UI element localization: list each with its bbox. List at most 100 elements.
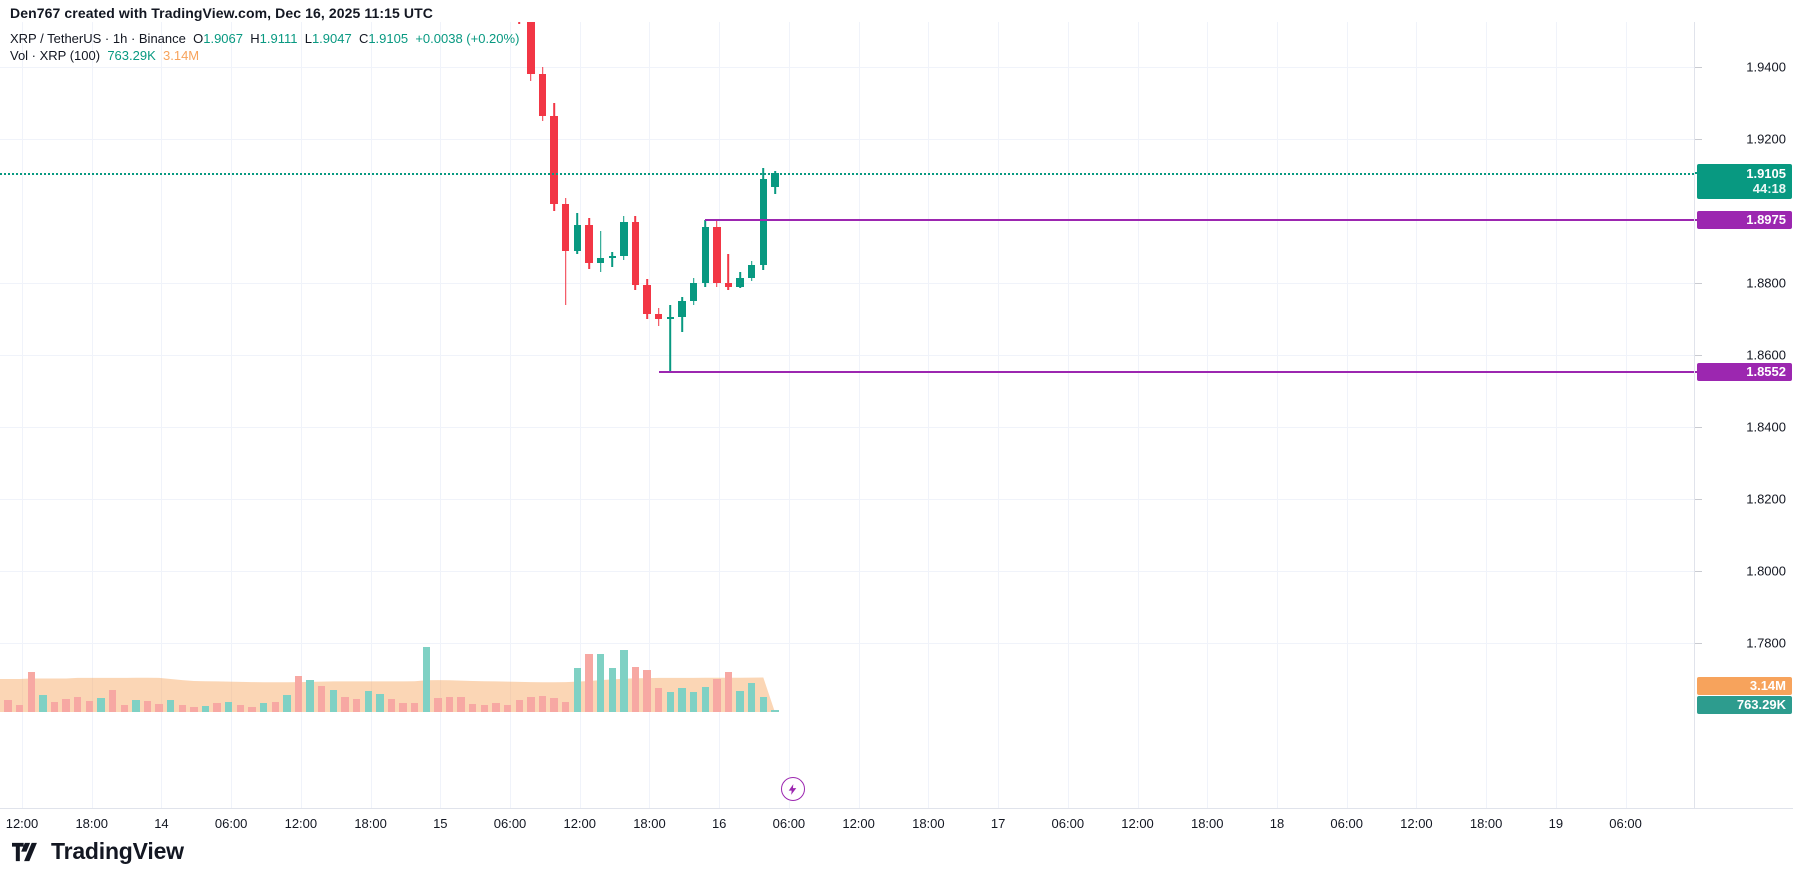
candle-body xyxy=(550,115,558,204)
candle-body xyxy=(747,264,756,278)
gridline-horizontal xyxy=(0,67,1694,68)
candle-body xyxy=(620,221,628,256)
last-price-countdown: 44:18 xyxy=(1752,181,1786,197)
gridline-vertical xyxy=(789,22,790,808)
volume-bar xyxy=(434,697,442,712)
volume-bar xyxy=(515,700,523,712)
volume-bar xyxy=(666,692,675,712)
volume-bar xyxy=(469,703,477,712)
volume-bar xyxy=(329,690,338,712)
volume-bar xyxy=(143,701,152,712)
volume-bar xyxy=(39,694,47,712)
candle-body xyxy=(689,282,698,301)
chart-frame: XRP / TetherUS · 1h · Binance O1.9067 H1… xyxy=(0,0,1793,808)
volume-bar xyxy=(306,679,314,712)
time-axis[interactable]: 12:00 18:00 14 06:00 12:00 18:00 15 06:00 12:00 1… xyxy=(0,808,1793,837)
candle-wick xyxy=(611,252,614,267)
volume-bar xyxy=(620,650,628,712)
candlestick xyxy=(527,22,535,82)
gridline-vertical xyxy=(1277,22,1278,808)
volume-bar xyxy=(399,703,407,712)
volume-bar xyxy=(550,697,558,712)
volume-bar xyxy=(364,690,372,712)
volume-bar xyxy=(132,699,140,712)
price-axis-label: 1.7800 xyxy=(1746,635,1786,651)
volume-bar xyxy=(492,702,500,712)
time-axis-label: 19 xyxy=(1548,816,1564,831)
volume-bar xyxy=(596,653,605,712)
gridline-vertical xyxy=(510,22,511,808)
gridline-vertical xyxy=(92,22,93,808)
price-axis-label: 1.8600 xyxy=(1746,347,1786,363)
gridline-vertical xyxy=(1207,22,1208,808)
volume-bar xyxy=(352,699,361,712)
candle-wick xyxy=(518,22,521,24)
tradingview-mark-icon xyxy=(12,842,37,861)
candle-body xyxy=(608,255,616,258)
horizontal-price-line[interactable] xyxy=(658,371,1694,374)
volume-bar xyxy=(759,697,767,712)
candle-body xyxy=(573,225,582,251)
candle-wick xyxy=(564,198,567,305)
price-axis[interactable]: 2.04002.02002.00001.98001.96001.94001.92… xyxy=(1694,0,1793,808)
candlestick xyxy=(620,216,628,260)
volume-bar xyxy=(166,700,175,712)
volume-bar xyxy=(225,701,233,712)
volume-bar xyxy=(283,694,291,712)
candle-wick xyxy=(727,254,730,291)
plot-area[interactable] xyxy=(0,22,1694,808)
time-axis-label: 12:00 xyxy=(563,816,597,831)
gridline-vertical xyxy=(301,22,302,808)
tradingview-logo: TradingView xyxy=(12,838,184,865)
candlestick xyxy=(585,218,593,269)
candle-body xyxy=(527,22,535,75)
candlestick xyxy=(678,297,686,332)
volume-bar xyxy=(713,679,721,712)
last-price-badge[interactable]: 1.9105 44:18 xyxy=(1697,164,1792,200)
gridline-horizontal xyxy=(0,643,1694,644)
time-axis-label: 18:00 xyxy=(912,816,945,831)
time-axis-label: 06:00 xyxy=(1609,816,1642,831)
volume-bar xyxy=(503,705,512,712)
volume-bar xyxy=(480,705,489,712)
volume-bar xyxy=(701,686,709,712)
candle-body xyxy=(562,203,570,251)
volume-bar xyxy=(736,691,744,712)
support-line-badge[interactable]: 1.8552 xyxy=(1697,363,1792,382)
volume-bar xyxy=(74,697,82,712)
resistance-line-badge[interactable]: 1.8975 xyxy=(1697,211,1792,229)
time-axis-label: 06:00 xyxy=(493,816,527,831)
candlestick xyxy=(771,171,779,195)
volume-bar xyxy=(411,702,419,712)
candlestick xyxy=(655,308,663,327)
volume-bar xyxy=(538,696,547,712)
volume-last-badge[interactable]: 763.29K xyxy=(1697,696,1792,714)
candle-body xyxy=(678,300,686,318)
volume-bar xyxy=(62,698,70,712)
time-axis-label: 12:00 xyxy=(284,816,318,831)
volume-bar xyxy=(631,667,640,712)
time-axis-label: 06:00 xyxy=(1051,816,1085,831)
gridline-vertical xyxy=(719,22,720,808)
price-badge-connector xyxy=(1695,219,1703,221)
lightning-icon[interactable] xyxy=(780,777,805,801)
candle-body xyxy=(655,313,663,319)
candlestick xyxy=(516,22,523,24)
horizontal-price-line[interactable] xyxy=(705,219,1694,221)
volume-bar xyxy=(4,700,12,712)
volume-bar xyxy=(678,687,686,712)
volume-bar xyxy=(585,653,593,712)
volume-ma-badge[interactable]: 3.14M xyxy=(1697,677,1792,695)
candle-body xyxy=(596,257,605,264)
price-axis-label: 1.8400 xyxy=(1746,419,1786,435)
volume-bar xyxy=(85,701,94,712)
price-axis-label: 1.9200 xyxy=(1746,131,1786,147)
gridline-vertical xyxy=(22,22,23,808)
time-axis-label: 18 xyxy=(1269,816,1285,831)
price-axis-label: 1.9400 xyxy=(1746,59,1786,75)
volume-bar xyxy=(294,675,303,712)
price-axis-label: 1.9600 xyxy=(1746,0,1786,3)
candlestick xyxy=(596,230,605,273)
volume-bar xyxy=(155,703,163,712)
gridline-vertical xyxy=(1486,22,1487,808)
